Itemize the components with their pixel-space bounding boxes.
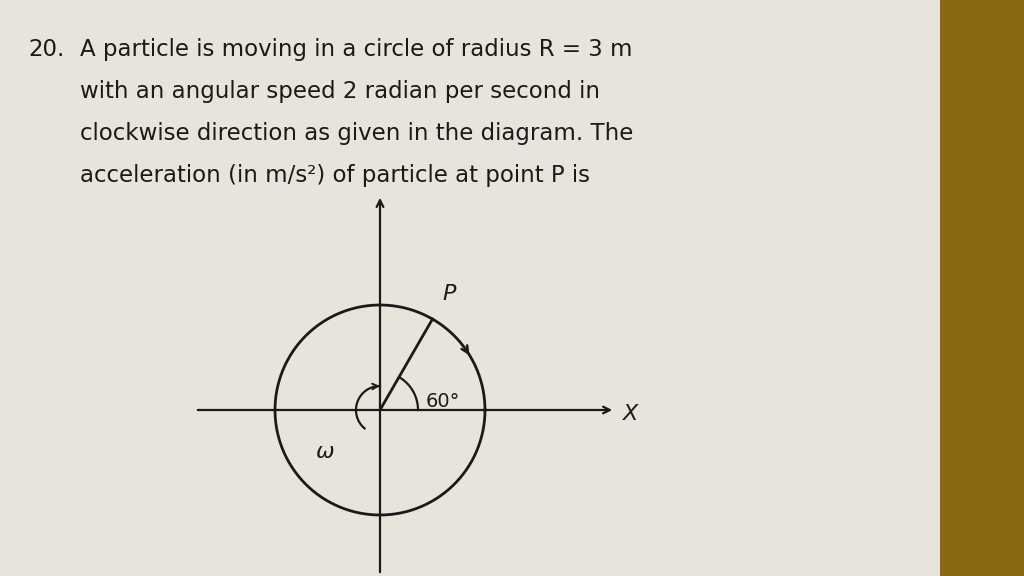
Text: acceleration (in m/s²) of particle at point P is: acceleration (in m/s²) of particle at po… (80, 164, 590, 187)
Text: P: P (442, 284, 456, 304)
Text: ω: ω (315, 442, 334, 462)
Text: 60°: 60° (426, 392, 461, 411)
Text: X: X (623, 404, 638, 424)
Text: A particle is moving in a circle of radius R = 3 m: A particle is moving in a circle of radi… (80, 38, 633, 61)
Bar (940, 0, 1024, 576)
Text: 20.: 20. (28, 38, 65, 61)
Text: clockwise direction as given in the diagram. The: clockwise direction as given in the diag… (80, 122, 634, 145)
Text: with an angular speed 2 radian per second in: with an angular speed 2 radian per secon… (80, 80, 600, 103)
